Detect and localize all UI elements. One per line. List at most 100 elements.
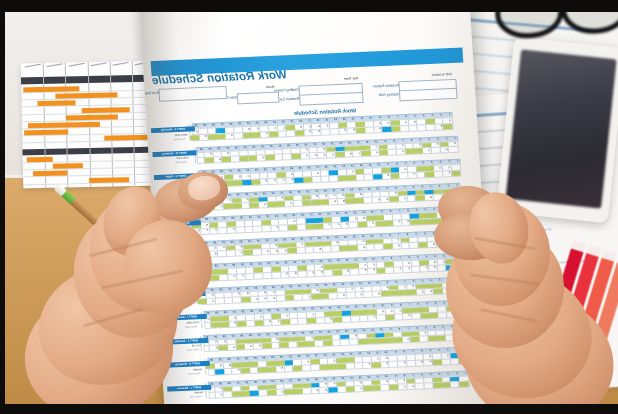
shift-cell[interactable] <box>415 360 425 365</box>
shift-cell[interactable] <box>357 222 367 227</box>
shift-cell[interactable] <box>389 385 399 390</box>
shift-cell[interactable] <box>381 174 391 179</box>
shift-cell[interactable] <box>275 366 285 371</box>
shift-cell[interactable] <box>408 125 418 130</box>
shift-cell[interactable] <box>393 267 403 272</box>
shift-cell[interactable] <box>303 130 313 135</box>
shift-cell[interactable] <box>320 129 330 134</box>
shift-cell[interactable] <box>383 220 393 225</box>
shift-cell[interactable] <box>276 296 286 301</box>
shift-cell[interactable] <box>314 224 324 229</box>
shift-cell[interactable] <box>310 294 320 299</box>
shift-cell[interactable] <box>354 386 364 391</box>
shift-cell[interactable] <box>239 156 249 161</box>
shift-cell[interactable] <box>392 244 402 249</box>
shift-cell[interactable] <box>279 225 289 230</box>
shift-cell[interactable] <box>320 176 330 181</box>
shift-cell[interactable] <box>341 269 351 274</box>
shift-cell[interactable] <box>267 296 277 301</box>
shift-cell[interactable] <box>364 174 374 179</box>
shift-cell[interactable] <box>245 274 255 279</box>
shift-cell[interactable] <box>310 388 320 393</box>
shift-cell[interactable] <box>415 384 425 389</box>
shift-cell[interactable] <box>350 316 360 321</box>
shift-cell[interactable] <box>432 383 442 388</box>
shift-cell[interactable] <box>319 200 329 205</box>
shift-cell[interactable] <box>390 126 400 131</box>
shift-cell[interactable] <box>357 339 367 344</box>
shift-cell[interactable] <box>328 388 338 393</box>
shift-cell[interactable] <box>366 339 376 344</box>
shift-cell[interactable] <box>284 201 294 206</box>
shift-cell[interactable] <box>259 132 269 137</box>
shift-cell[interactable] <box>345 199 355 204</box>
shift-cell[interactable] <box>306 318 316 323</box>
shift-cell[interactable] <box>240 368 250 373</box>
shift-cell[interactable] <box>365 245 375 250</box>
shift-cell[interactable] <box>244 344 254 349</box>
shift-cell[interactable] <box>294 177 304 182</box>
shift-cell[interactable] <box>296 224 306 229</box>
shift-cell[interactable] <box>428 313 438 318</box>
shift-cell[interactable] <box>300 154 310 159</box>
shift-cell[interactable] <box>451 171 461 176</box>
shift-cell[interactable] <box>271 272 281 277</box>
shift-cell[interactable] <box>258 391 268 396</box>
shift-cell[interactable] <box>415 290 425 295</box>
shift-cell[interactable] <box>241 297 251 302</box>
shift-cell[interactable] <box>439 147 449 152</box>
shift-cell[interactable] <box>415 196 425 201</box>
shift-cell[interactable] <box>288 342 298 347</box>
shift-cell[interactable] <box>380 291 390 296</box>
shift-cell[interactable] <box>284 295 294 300</box>
shift-cell[interactable] <box>249 367 259 372</box>
shift-cell[interactable] <box>297 271 307 276</box>
shift-cell[interactable] <box>327 364 337 369</box>
shift-cell[interactable] <box>313 247 323 252</box>
shift-cell[interactable] <box>411 266 421 271</box>
shift-cell[interactable] <box>361 151 371 156</box>
shift-cell[interactable] <box>335 152 345 157</box>
shift-cell[interactable] <box>434 124 444 129</box>
shift-cell[interactable] <box>389 291 399 296</box>
shift-cell[interactable] <box>332 270 342 275</box>
shift-cell[interactable] <box>323 341 333 346</box>
shift-cell[interactable] <box>372 292 382 297</box>
shift-cell[interactable] <box>263 320 273 325</box>
shift-cell[interactable] <box>298 318 308 323</box>
shift-cell[interactable] <box>259 179 269 184</box>
shift-cell[interactable] <box>221 157 231 162</box>
shift-cell[interactable] <box>419 337 429 342</box>
shift-cell[interactable] <box>287 248 297 253</box>
shift-cell[interactable] <box>284 389 294 394</box>
shift-cell[interactable] <box>285 178 295 183</box>
shift-cell[interactable] <box>287 225 297 230</box>
shift-cell[interactable] <box>394 314 404 319</box>
shift-cell[interactable] <box>280 272 290 277</box>
shift-cell[interactable] <box>240 203 250 208</box>
shift-cell[interactable] <box>253 226 263 231</box>
shift-cell[interactable] <box>425 125 435 130</box>
shift-cell[interactable] <box>266 367 276 372</box>
shift-cell[interactable] <box>397 196 407 201</box>
shift-cell[interactable] <box>284 366 294 371</box>
shift-cell[interactable] <box>261 226 271 231</box>
shift-cell[interactable] <box>436 336 446 341</box>
shift-cell[interactable] <box>363 198 373 203</box>
shift-cell[interactable] <box>198 134 208 139</box>
shift-cell[interactable] <box>411 313 421 318</box>
shift-cell[interactable] <box>345 387 355 392</box>
shift-cell[interactable] <box>425 172 435 177</box>
shift-cell[interactable] <box>364 127 374 132</box>
shift-cell[interactable] <box>350 269 360 274</box>
shift-cell[interactable] <box>407 172 417 177</box>
shift-cell[interactable] <box>371 362 381 367</box>
shift-cell[interactable] <box>441 383 451 388</box>
shift-cell[interactable] <box>397 361 407 366</box>
header-form-box[interactable] <box>399 88 458 102</box>
shift-cell[interactable] <box>441 359 451 364</box>
shift-cell[interactable] <box>310 200 320 205</box>
shift-cell[interactable] <box>347 128 357 133</box>
shift-cell[interactable] <box>306 271 316 276</box>
shift-cell[interactable] <box>233 133 243 138</box>
